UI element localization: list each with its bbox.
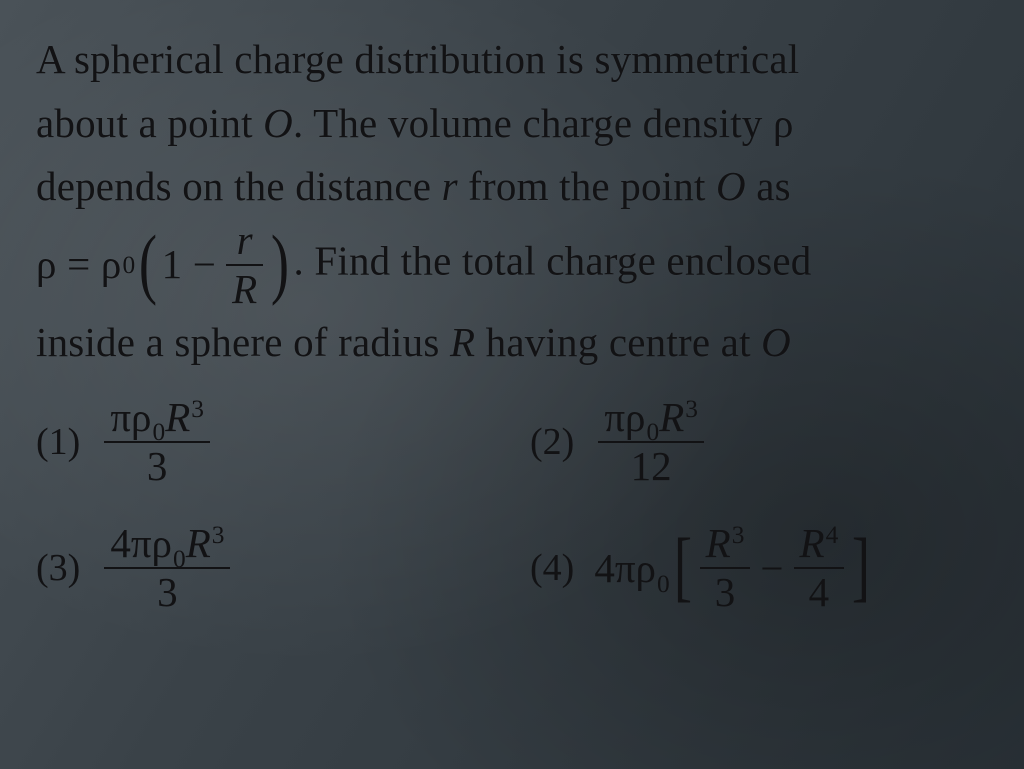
option-2-fraction: πρ0R3 12 bbox=[598, 396, 704, 488]
opt4-exp4: 4 bbox=[826, 521, 839, 549]
opt4-term2-num: R4 bbox=[794, 522, 845, 565]
option-3-label: (3) bbox=[36, 546, 80, 590]
opt4-den2: 4 bbox=[803, 571, 836, 614]
q-line3-pre: depends on the distance bbox=[36, 163, 442, 209]
q-line5-R: R bbox=[450, 319, 475, 365]
opt4-term1: R3 3 bbox=[700, 522, 751, 614]
bracket-left-icon: [ bbox=[674, 535, 692, 597]
option-2: (2) πρ0R3 12 bbox=[530, 396, 984, 488]
one-minus: 1 − bbox=[162, 233, 216, 297]
opt3-exp3: 3 bbox=[212, 521, 225, 549]
option-2-label: (2) bbox=[530, 420, 574, 464]
q-line3-O: O bbox=[716, 163, 746, 209]
frac-num-r: r bbox=[231, 219, 259, 262]
opt4-R1: R bbox=[706, 520, 731, 566]
opt4-term1-num: R3 bbox=[700, 522, 751, 565]
opt4-term2: R4 4 bbox=[794, 522, 845, 614]
question-text: A spherical charge distribution is symme… bbox=[36, 28, 984, 374]
options-grid: (1) πρ0R3 3 (2) πρ0R3 12 (3) bbox=[36, 396, 984, 614]
option-3: (3) 4πρ0R3 3 bbox=[36, 522, 490, 614]
paren-right: ) bbox=[271, 232, 289, 294]
opt3-4pi-rho: 4πρ bbox=[110, 520, 172, 566]
option-1-label: (1) bbox=[36, 420, 80, 464]
option-3-fraction: 4πρ0R3 3 bbox=[104, 522, 230, 614]
option-4-expr: 4πρ0 [ R3 3 − R4 4 ] bbox=[594, 522, 874, 614]
q-line2-post: . The volume charge density ρ bbox=[293, 100, 794, 146]
opt3-R: R bbox=[186, 520, 211, 566]
opt4-R2: R bbox=[800, 520, 825, 566]
bracket-right-icon: ] bbox=[852, 535, 870, 597]
opt4-coef: 4πρ0 bbox=[594, 544, 669, 592]
opt2-R: R bbox=[659, 394, 684, 440]
opt4-exp3: 3 bbox=[732, 521, 745, 549]
opt2-pi-rho: πρ bbox=[604, 394, 645, 440]
q-line2-pre: about a point bbox=[36, 100, 263, 146]
question-block: A spherical charge distribution is symme… bbox=[36, 28, 984, 749]
q-line2-O: O bbox=[263, 100, 293, 146]
q-line3-r: r bbox=[442, 163, 458, 209]
opt2-den: 12 bbox=[625, 445, 678, 488]
option-1-num: πρ0R3 bbox=[104, 396, 210, 439]
rho-lhs: ρ = ρ bbox=[36, 233, 122, 297]
q-line3-post: as bbox=[746, 163, 791, 209]
opt4-den1: 3 bbox=[709, 571, 742, 614]
option-1: (1) πρ0R3 3 bbox=[36, 396, 490, 488]
opt2-exp3: 3 bbox=[685, 395, 698, 423]
opt4-minus: − bbox=[760, 544, 783, 592]
r-over-R: r R bbox=[226, 219, 263, 311]
option-4-label: (4) bbox=[530, 546, 574, 590]
opt1-exp3: 3 bbox=[191, 395, 204, 423]
frac-den-R: R bbox=[226, 268, 263, 311]
opt1-R: R bbox=[165, 394, 190, 440]
opt1-den: 3 bbox=[141, 445, 174, 488]
q-line4-post: . Find the total charge enclosed bbox=[293, 237, 811, 283]
q-line5-pre: inside a sphere of radius bbox=[36, 319, 450, 365]
option-3-num: 4πρ0R3 bbox=[104, 522, 230, 565]
rho-expression: ρ = ρ0 ( 1 − r R ) bbox=[36, 219, 293, 311]
opt4-sub0: 0 bbox=[657, 570, 670, 598]
option-1-fraction: πρ0R3 3 bbox=[104, 396, 210, 488]
q-line5-O: O bbox=[761, 319, 791, 365]
paren-left: ( bbox=[139, 232, 157, 294]
option-4: (4) 4πρ0 [ R3 3 − R4 bbox=[530, 522, 984, 614]
opt4-4pi-rho: 4πρ bbox=[594, 545, 656, 591]
option-2-num: πρ0R3 bbox=[598, 396, 704, 439]
q-line1: A spherical charge distribution is symme… bbox=[36, 36, 799, 82]
opt3-den: 3 bbox=[151, 571, 184, 614]
q-line3-mid: from the point bbox=[458, 163, 716, 209]
q-line5-mid: having centre at bbox=[475, 319, 761, 365]
opt1-pi-rho: πρ bbox=[110, 394, 151, 440]
